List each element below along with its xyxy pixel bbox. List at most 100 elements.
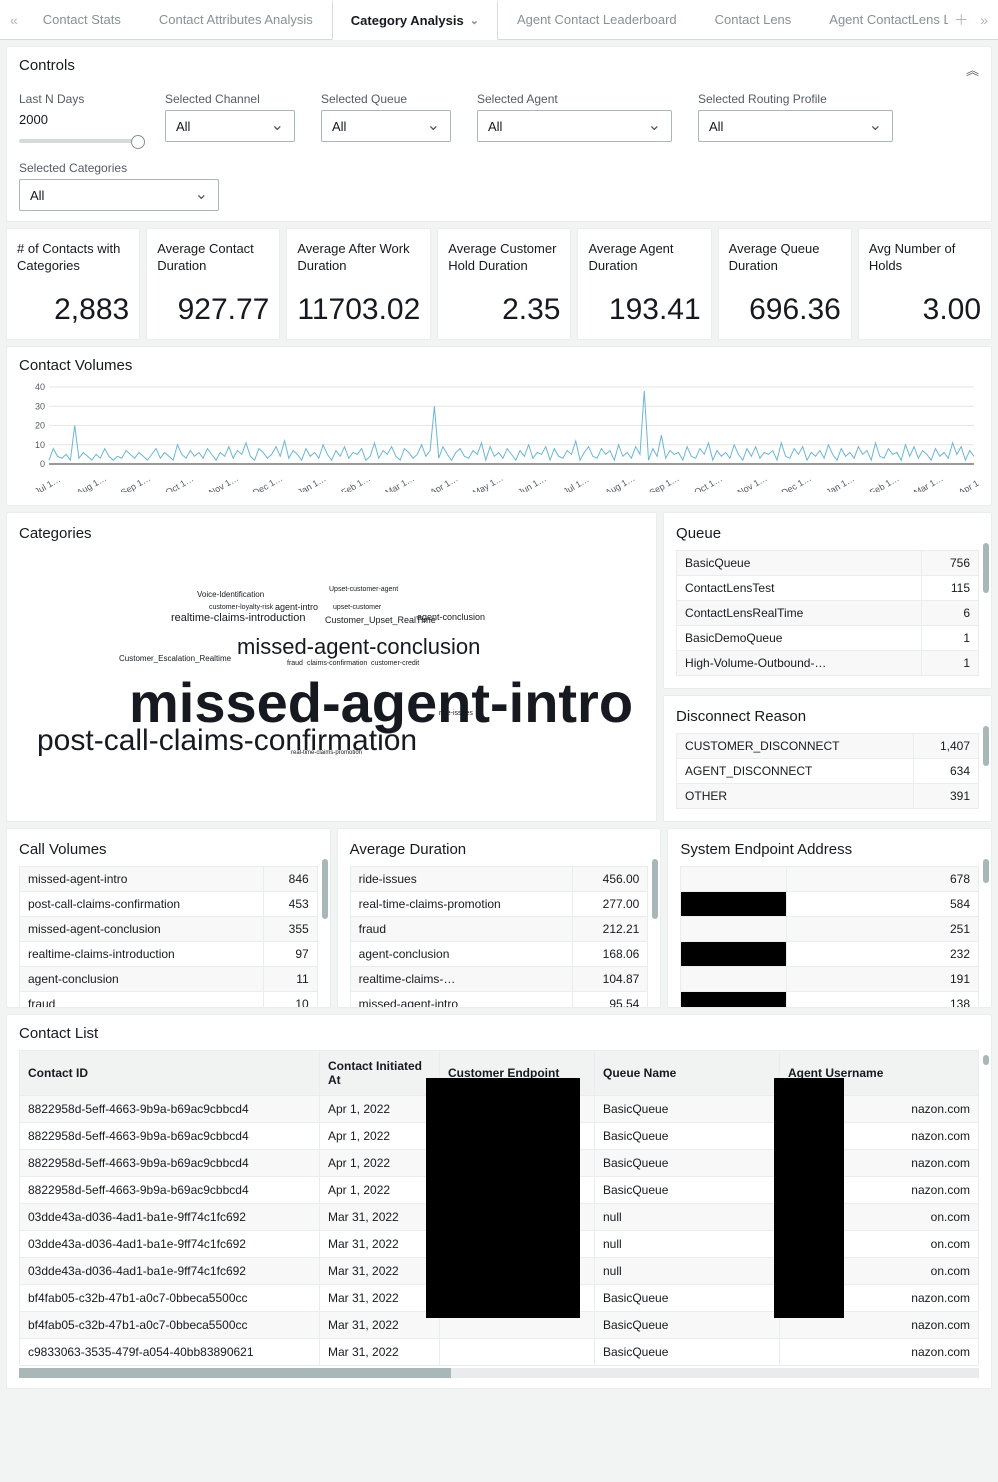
table-row[interactable]: AGENT_DISCONNECT634 (677, 759, 979, 784)
cell: 03dde43a-d036-4ad1-ba1e-9ff74c1fc692 (20, 1258, 320, 1285)
table-row[interactable]: ContactLensTest115 (677, 576, 979, 601)
table-row[interactable]: 251 (681, 917, 979, 942)
svg-text:Jul 1…: Jul 1… (33, 474, 62, 492)
wordcloud-term[interactable]: Voice-Identification (197, 590, 264, 599)
kpi-card[interactable]: Average Agent Duration193.41 (577, 228, 711, 340)
tab-agent-contact-leaderboard[interactable]: Agent Contact Leaderboard (498, 0, 696, 40)
queue-select[interactable]: All (321, 110, 451, 142)
contact-volumes-chart[interactable]: 010203040Jul 1…Aug 1…Sep 1…Oct 1…Nov 1…D… (19, 382, 979, 492)
table-row[interactable]: BasicQueue756 (677, 551, 979, 576)
wordcloud-term[interactable]: claims-confirmation (307, 660, 367, 667)
cell: null (595, 1258, 780, 1285)
wordcloud-term[interactable]: customer-loyalty-risk (209, 604, 273, 611)
table-row[interactable]: BasicDemoQueue1 (677, 626, 979, 651)
table-row[interactable]: CUSTOMER_DISCONNECT1,407 (677, 734, 979, 759)
scrollbar[interactable] (983, 726, 989, 766)
table-row[interactable]: 678 (681, 867, 979, 892)
kpi-card[interactable]: Average Queue Duration696.36 (718, 228, 852, 340)
cell (440, 1339, 595, 1366)
call-volumes-table[interactable]: missed-agent-intro846post-call-claims-co… (19, 866, 318, 1008)
table-row[interactable]: real-time-claims-promotion277.00 (350, 892, 648, 917)
table-row[interactable]: agent-conclusion168.06 (350, 942, 648, 967)
wordcloud-term[interactable]: realtime-claims-introduction (171, 612, 306, 624)
wordcloud-term[interactable]: real-time-claims-promotion (291, 750, 362, 756)
table-row[interactable]: 138 (681, 992, 979, 1009)
column-header[interactable]: Contact ID (20, 1051, 320, 1096)
kpi-card[interactable]: # of Contacts with Categories2,883 (6, 228, 140, 340)
cell: OTHER (677, 784, 914, 809)
table-row[interactable]: ContactLensRealTime6 (677, 601, 979, 626)
table-row[interactable]: ride-issues456.00 (350, 867, 648, 892)
avg-duration-table[interactable]: ride-issues456.00real-time-claims-promot… (350, 866, 649, 1008)
table-row[interactable]: 584 (681, 892, 979, 917)
wordcloud-term[interactable]: fraud (287, 660, 303, 667)
table-row[interactable]: fraud212.21 (350, 917, 648, 942)
cell: 03dde43a-d036-4ad1-ba1e-9ff74c1fc692 (20, 1204, 320, 1231)
cell: fraud (20, 992, 264, 1009)
kpi-card[interactable]: Avg Number of Holds3.00 (858, 228, 992, 340)
table-row[interactable]: post-call-claims-confirmation453 (20, 892, 318, 917)
wordcloud-term[interactable]: Customer_Escalation_Realtime (119, 654, 231, 663)
kpi-card[interactable]: Average After Work Duration11703.02 (286, 228, 431, 340)
last-n-days-control: Last N Days 2000 (19, 92, 139, 143)
kpi-value: 3.00 (869, 293, 981, 327)
cell: Mar 31, 2022 (320, 1312, 440, 1339)
table-row[interactable]: OTHER391 (677, 784, 979, 809)
queue-table[interactable]: BasicQueue756ContactLensTest115ContactLe… (676, 550, 979, 676)
wordcloud-term[interactable]: customer-credit (371, 660, 419, 667)
wordcloud-term[interactable]: agent-conclusion (417, 612, 485, 622)
tab-contact-stats[interactable]: Contact Stats (24, 0, 140, 40)
table-row[interactable]: missed-agent-intro846 (20, 867, 318, 892)
endpoint-table[interactable]: 678 584 251 232 191 138 111 (680, 866, 979, 1008)
svg-text:30: 30 (35, 401, 45, 411)
tab-contact-lens[interactable]: Contact Lens (696, 0, 811, 40)
table-row[interactable]: realtime-claims-introduction97 (20, 942, 318, 967)
kpi-title: Average Contact Duration (157, 241, 269, 275)
tab-agent-contactlens-l[interactable]: Agent ContactLens L (810, 0, 948, 40)
routing-select[interactable]: All (698, 110, 893, 142)
svg-text:Jul 1…: Jul 1… (561, 474, 590, 492)
categories-title: Categories (19, 525, 644, 542)
kpi-card[interactable]: Average Contact Duration927.77 (146, 228, 280, 340)
scrollbar[interactable] (983, 1055, 989, 1065)
scrollbar[interactable] (983, 859, 989, 883)
collapse-icon[interactable]: ︽ (966, 60, 979, 79)
column-header[interactable]: Contact Initiated At (320, 1051, 440, 1096)
horizontal-scrollbar[interactable] (19, 1368, 979, 1378)
cell: 104.87 (573, 967, 648, 992)
column-header[interactable]: Queue Name (595, 1051, 780, 1096)
table-row[interactable]: c9833063-3535-479f-a054-40bb83890621Mar … (20, 1339, 979, 1366)
channel-select[interactable]: All (165, 110, 295, 142)
cell: Mar 31, 2022 (320, 1231, 440, 1258)
wordcloud-term[interactable]: missed-agent-conclusion (237, 634, 480, 660)
scrollbar[interactable] (983, 543, 989, 593)
categories-select[interactable]: All (19, 179, 219, 211)
scrollbar[interactable] (652, 859, 658, 919)
table-row[interactable]: fraud10 (20, 992, 318, 1009)
table-row[interactable]: High-Volume-Outbound-…1 (677, 651, 979, 676)
wordcloud-term[interactable]: agent-intro (275, 602, 318, 612)
add-tab-icon[interactable]: ＋ (948, 10, 974, 30)
table-row[interactable]: agent-conclusion11 (20, 967, 318, 992)
categories-wordcloud[interactable]: missed-agent-intropost-call-claims-confi… (19, 550, 644, 770)
table-row[interactable]: 232 (681, 942, 979, 967)
tabs-scroll-left[interactable]: « (4, 12, 24, 28)
kpi-card[interactable]: Average Customer Hold Duration2.35 (437, 228, 571, 340)
tabs-scroll-right[interactable]: » (974, 12, 994, 28)
kpi-title: # of Contacts with Categories (17, 241, 129, 275)
svg-text:10: 10 (35, 440, 45, 450)
wordcloud-term[interactable]: ride-issues (439, 710, 473, 717)
agent-select[interactable]: All (477, 110, 672, 142)
tab-category-analysis[interactable]: Category Analysis⌄ (332, 0, 498, 40)
wordcloud-term[interactable]: Upset-customer-agent (329, 586, 398, 593)
table-row[interactable]: missed-agent-intro95.54 (350, 992, 648, 1009)
tab-contact-attributes-analysis[interactable]: Contact Attributes Analysis (140, 0, 332, 40)
last-n-days-slider[interactable] (19, 139, 139, 143)
svg-text:Mar 1…: Mar 1… (384, 473, 417, 492)
wordcloud-term[interactable]: upset-customer (333, 604, 381, 611)
table-row[interactable]: 191 (681, 967, 979, 992)
table-row[interactable]: realtime-claims-…104.87 (350, 967, 648, 992)
scrollbar[interactable] (322, 859, 328, 919)
disconnect-table[interactable]: CUSTOMER_DISCONNECT1,407AGENT_DISCONNECT… (676, 733, 979, 809)
table-row[interactable]: missed-agent-conclusion355 (20, 917, 318, 942)
